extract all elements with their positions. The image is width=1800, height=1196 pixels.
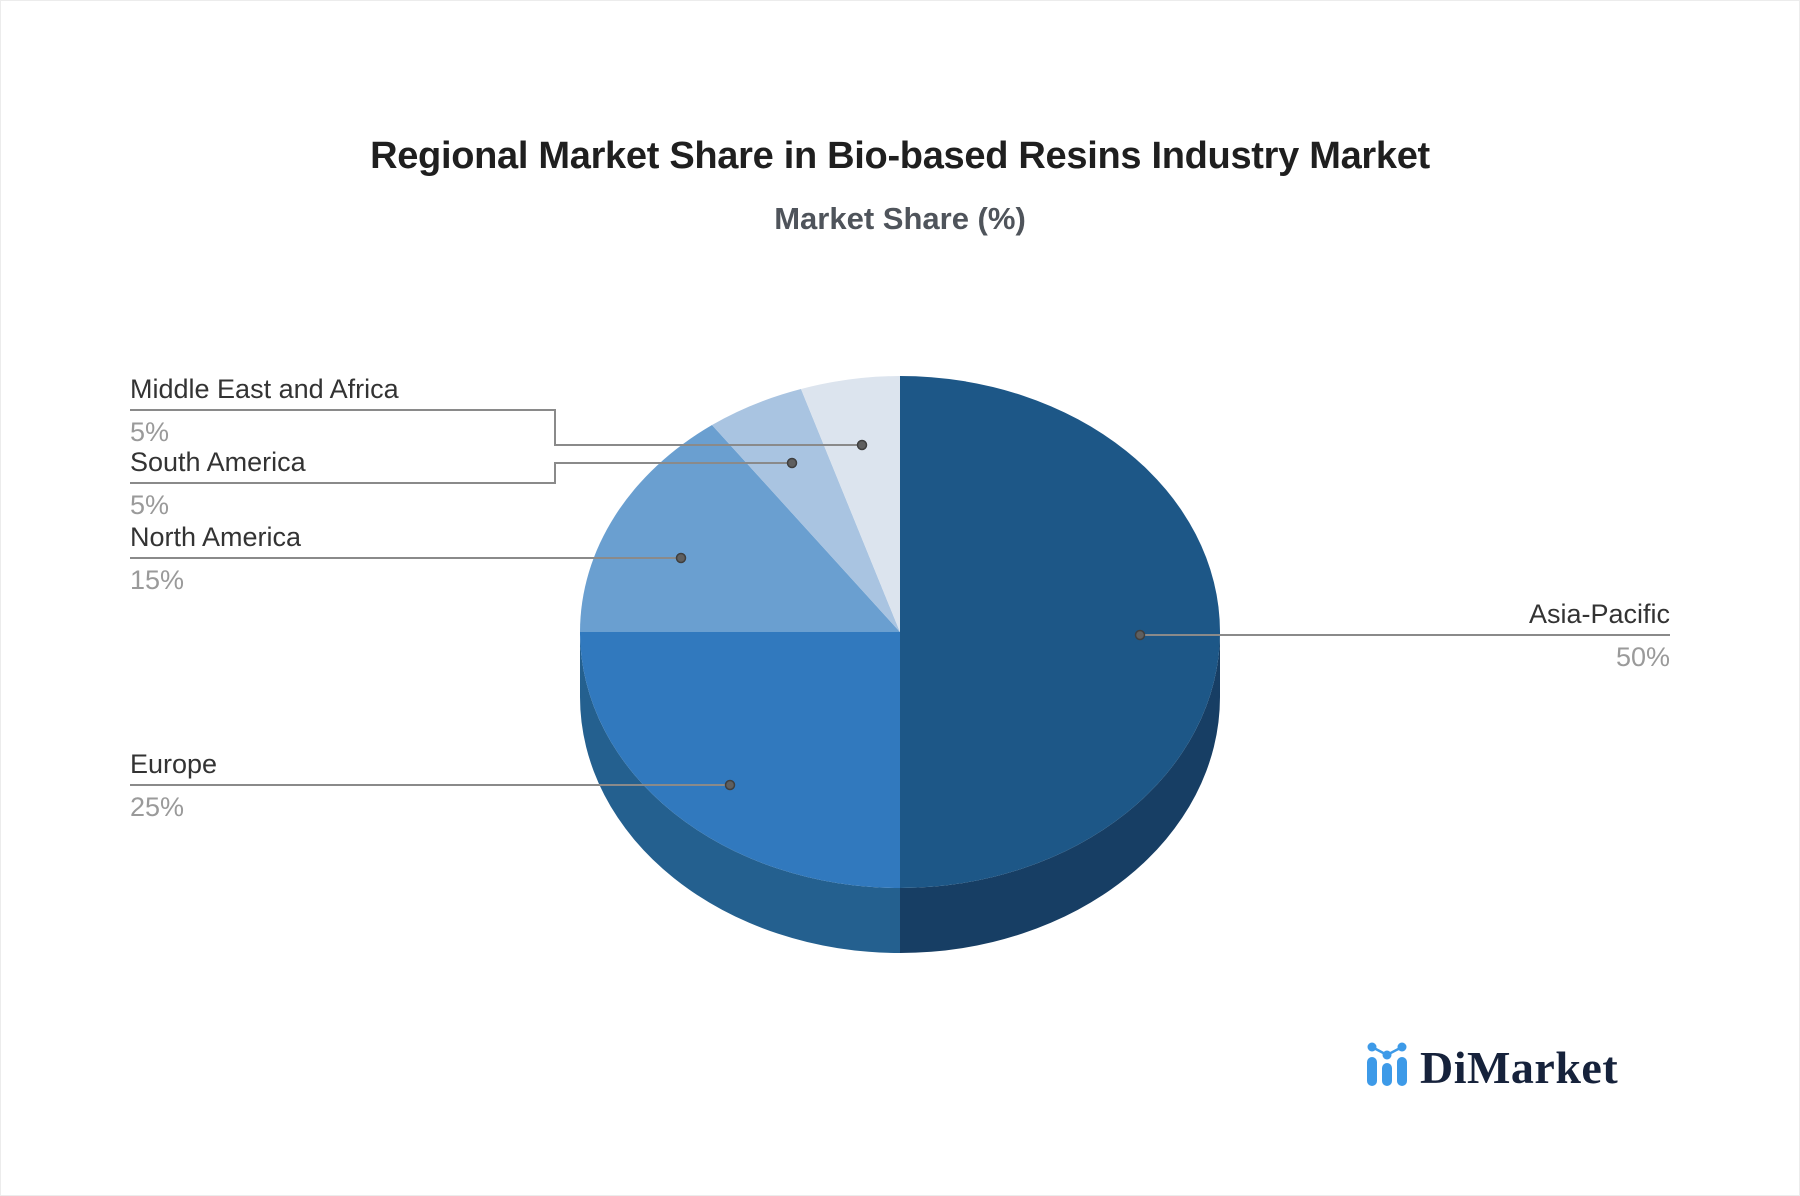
leader-lines [130,409,1670,786]
chart-subtitle: Market Share (%) [774,201,1026,236]
brand-logo: DiMarket [1365,1040,1619,1093]
bar-chart-trend-icon [1367,1042,1407,1086]
pie-slice-europe[interactable] [580,632,900,888]
leader-dot-south-america [786,457,798,469]
slice-label-north-america: North America [130,522,302,552]
pie-slice-side-europe [580,632,900,953]
leader-dot-middle-east-and-africa [856,439,868,451]
slice-value-asia-pacific: 50% [1615,642,1670,672]
slice-value-south-america: 5% [130,490,170,520]
leader-dot-north-america [675,552,687,564]
pie-slice-north-america[interactable] [580,425,900,632]
brand-name: DiMarket [1420,1042,1619,1093]
leader-line-middle-east-and-africa [130,409,862,446]
slice-value-north-america: 15% [130,565,185,595]
slice-value-middle-east-and-africa: 5% [130,417,170,447]
chart-title: Regional Market Share in Bio-based Resin… [370,135,1430,177]
slice-value-europe: 25% [130,792,185,822]
pie-slice-middle-east-and-africa[interactable] [801,376,900,632]
slice-label-europe: Europe [130,749,218,779]
pie-slice-south-america[interactable] [712,389,900,632]
leader-dot-asia-pacific [1134,629,1146,641]
pie-slice-asia-pacific[interactable] [900,376,1220,888]
leader-dot-europe [724,779,736,791]
slice-label-asia-pacific: Asia-Pacific [1528,599,1670,629]
slice-label-middle-east-and-africa: Middle East and Africa [130,374,399,404]
leader-line-south-america [130,462,792,484]
slice-label-south-america: South America [130,447,306,477]
pie-slice-side-asia-pacific [900,632,1220,953]
